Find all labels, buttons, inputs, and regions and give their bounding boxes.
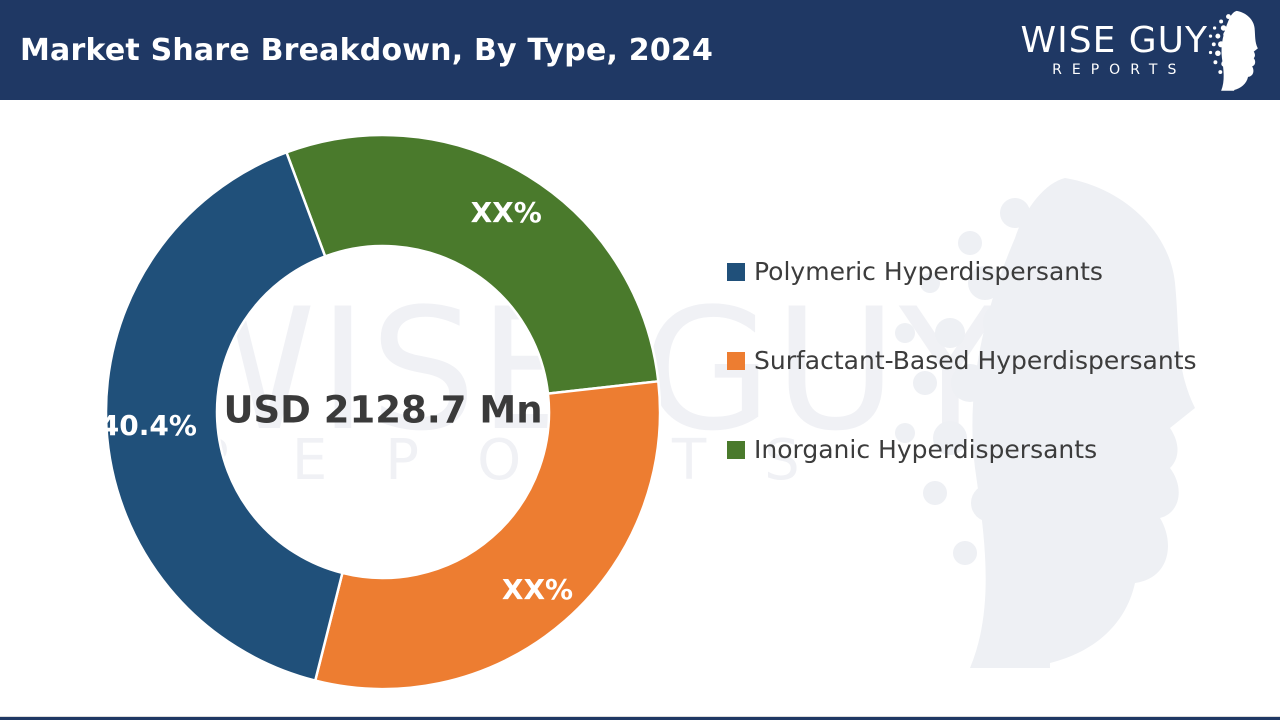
watermark-reports: REPORTS: [195, 428, 858, 493]
legend-item-surfactant: Surfactant-Based Hyperdispersants: [727, 347, 1197, 375]
watermark-head-profile-graphic: [895, 178, 1195, 668]
logo-head-profile-icon: [1208, 10, 1258, 91]
legend-item-inorganic: Inorganic Hyperdispersants: [727, 436, 1197, 464]
header-bar: Market Share Breakdown, By Type, 2024 WI…: [0, 0, 1280, 100]
legend-item-polymeric: Polymeric Hyperdispersants: [727, 258, 1197, 286]
wise-guy-reports-logo: WISE GUY REPORTS: [1021, 8, 1267, 92]
logo-line2: REPORTS: [1052, 62, 1187, 78]
legend-swatch-blue: [727, 263, 745, 281]
logo-wordmark: WISE GUY REPORTS: [1020, 20, 1209, 79]
slice-label: 40.4%: [100, 409, 197, 442]
legend-label: Polymeric Hyperdispersants: [754, 257, 1103, 286]
donut-slice-inorganic-hyperdispersants: [285, 133, 660, 395]
legend-swatch-green: [727, 441, 745, 459]
logo-line1: WISE GUY: [1020, 20, 1208, 61]
donut-slice-polymeric-hyperdispersants: [104, 151, 344, 682]
legend-label: Inorganic Hyperdispersants: [754, 435, 1098, 464]
chart-center-total: USD 2128.7 Mn: [223, 388, 543, 432]
chart-legend: Polymeric Hyperdispersants Surfactant-Ba…: [727, 258, 1197, 464]
donut-slice-surfactant-based-hyperdispersants: [313, 380, 662, 691]
legend-label: Surfactant-Based Hyperdispersants: [754, 346, 1197, 375]
slice-label: XX%: [471, 196, 542, 229]
bottom-accent-bar: [0, 716, 1280, 720]
legend-swatch-orange: [727, 352, 745, 370]
page-title: Market Share Breakdown, By Type, 2024: [20, 32, 714, 68]
slice-label: XX%: [502, 573, 573, 606]
